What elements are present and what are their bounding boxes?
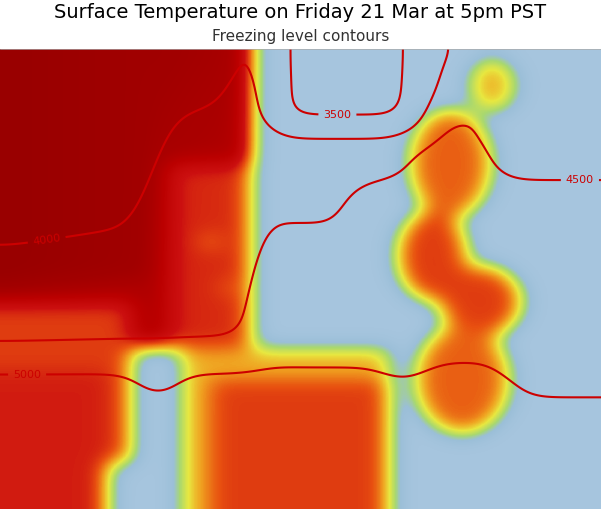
Text: Freezing level contours: Freezing level contours (212, 29, 389, 44)
Text: Surface Temperature on Friday 21 Mar at 5pm PST: Surface Temperature on Friday 21 Mar at … (55, 4, 546, 23)
Text: 4000: 4000 (32, 233, 61, 247)
Text: 3500: 3500 (323, 109, 352, 120)
Text: 5000: 5000 (13, 370, 41, 379)
Text: 4500: 4500 (566, 175, 594, 185)
